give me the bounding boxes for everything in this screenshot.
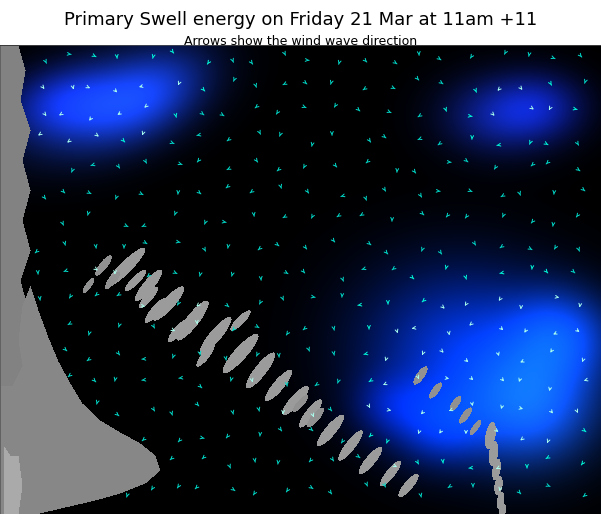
Text: Arrows show the wind wave direction: Arrows show the wind wave direction bbox=[184, 35, 417, 48]
Text: Primary Swell energy on Friday 21 Mar at 11am +11: Primary Swell energy on Friday 21 Mar at… bbox=[64, 11, 537, 29]
